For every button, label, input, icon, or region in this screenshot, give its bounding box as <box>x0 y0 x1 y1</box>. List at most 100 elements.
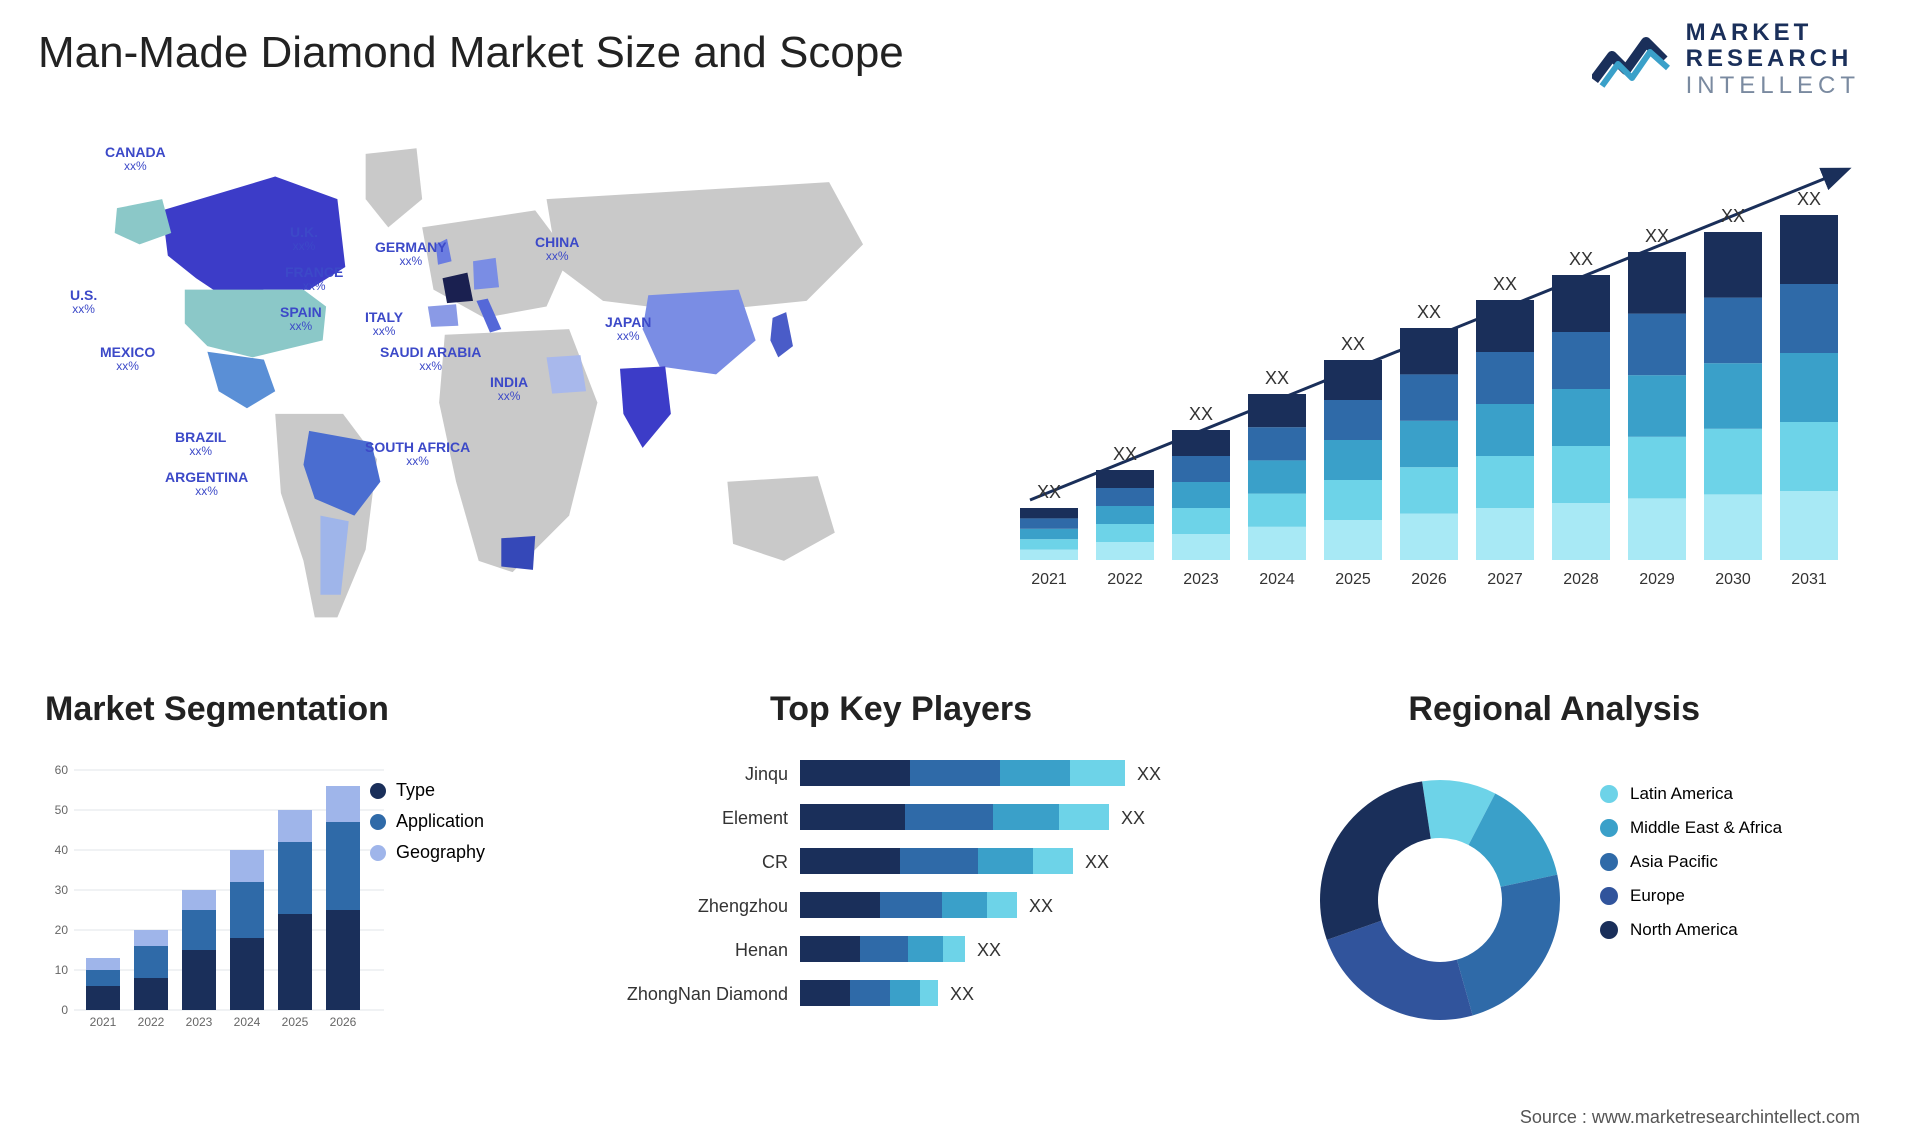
kp-bar-seg <box>942 892 987 918</box>
seg-legend-item: Geography <box>370 842 485 863</box>
seg-bar-seg <box>134 930 168 946</box>
map-label-u.k.: U.K.xx% <box>290 225 318 254</box>
growth-bar-seg <box>1096 506 1154 524</box>
growth-bar-seg <box>1400 328 1458 374</box>
legend-label: Geography <box>396 842 485 863</box>
seg-bar-seg <box>230 938 264 1010</box>
map-label-u.s.: U.S.xx% <box>70 288 97 317</box>
seg-ytick: 0 <box>61 1003 68 1017</box>
seg-year-label: 2022 <box>138 1015 165 1029</box>
seg-ytick: 60 <box>55 763 69 777</box>
key-players-chart-svg: JinquXXElementXXCRXXZhengzhouXXHenanXXZh… <box>600 740 1240 1060</box>
kp-bar-seg <box>905 804 993 830</box>
kp-bar-seg <box>800 980 850 1006</box>
growth-bar-seg <box>1020 518 1078 528</box>
kp-row-name: CR <box>762 852 788 872</box>
kp-bar-seg <box>880 892 942 918</box>
growth-chart: XX2021XX2022XX2023XX2024XX2025XX2026XX20… <box>1000 140 1860 620</box>
growth-bar-label: XX <box>1189 404 1213 424</box>
regional-legend-item: Asia Pacific <box>1600 852 1782 872</box>
kp-row-name: Henan <box>735 940 788 960</box>
world-map: CANADAxx%U.S.xx%MEXICOxx%BRAZILxx%ARGENT… <box>30 120 950 640</box>
legend-swatch <box>1600 887 1618 905</box>
seg-bar-seg <box>326 786 360 822</box>
map-label-saudi-arabia: SAUDI ARABIAxx% <box>380 345 481 374</box>
source-line: Source : www.marketresearchintellect.com <box>1520 1107 1860 1128</box>
growth-bar-seg <box>1096 470 1154 488</box>
seg-bar-seg <box>278 810 312 842</box>
kp-bar-seg <box>800 892 880 918</box>
regional-legend: Latin America Middle East & Africa Asia Pa… <box>1600 770 1782 954</box>
kp-bar-seg <box>1000 760 1070 786</box>
seg-bar-seg <box>278 914 312 1010</box>
seg-ytick: 40 <box>55 843 69 857</box>
growth-bar-seg <box>1248 527 1306 560</box>
kp-bar-seg <box>800 848 900 874</box>
kp-bar-seg <box>993 804 1059 830</box>
seg-bar-seg <box>182 890 216 910</box>
growth-bar-seg <box>1172 456 1230 482</box>
kp-bar-seg <box>860 936 908 962</box>
legend-label: Type <box>396 780 435 801</box>
legend-label: Middle East & Africa <box>1630 818 1782 838</box>
kp-row-name: Jinqu <box>745 764 788 784</box>
legend-label: Asia Pacific <box>1630 852 1718 872</box>
growth-bar-seg <box>1020 508 1078 518</box>
growth-bar-label: XX <box>1037 482 1061 502</box>
regional-legend-item: Latin America <box>1600 784 1782 804</box>
growth-year-label: 2027 <box>1487 571 1523 588</box>
country-spain <box>428 304 459 327</box>
growth-bar-seg <box>1324 440 1382 480</box>
kp-row-value: XX <box>950 984 974 1004</box>
growth-bar-seg <box>1020 539 1078 549</box>
growth-bar-seg <box>1172 430 1230 456</box>
map-label-france: FRANCExx% <box>285 265 343 294</box>
kp-row-value: XX <box>977 940 1001 960</box>
kp-bar-seg <box>978 848 1033 874</box>
growth-bar-seg <box>1172 508 1230 534</box>
segmentation-legend: TypeApplicationGeography <box>370 770 485 873</box>
map-label-mexico: MEXICOxx% <box>100 345 155 374</box>
legend-swatch <box>1600 853 1618 871</box>
kp-bar-seg <box>1059 804 1109 830</box>
growth-bar-seg <box>1476 456 1534 508</box>
key-players-chart: JinquXXElementXXCRXXZhengzhouXXHenanXXZh… <box>600 740 1240 1080</box>
growth-bar-seg <box>1172 534 1230 560</box>
segmentation-chart-svg: 0102030405060202120222023202420252026 <box>40 740 400 1040</box>
regional-title: Regional Analysis <box>1408 690 1700 729</box>
map-label-china: CHINAxx% <box>535 235 579 264</box>
seg-bar-seg <box>182 910 216 950</box>
legend-label: North America <box>1630 920 1738 940</box>
seg-bar-seg <box>182 950 216 1010</box>
kp-row-value: XX <box>1085 852 1109 872</box>
seg-ytick: 30 <box>55 883 69 897</box>
seg-bar-seg <box>278 842 312 914</box>
donut-slice-europe <box>1327 921 1473 1020</box>
growth-year-label: 2025 <box>1335 571 1371 588</box>
country-india <box>620 366 671 447</box>
growth-bar-seg <box>1324 480 1382 520</box>
growth-bar-seg <box>1400 374 1458 420</box>
kp-bar-seg <box>987 892 1017 918</box>
growth-bar-seg <box>1400 421 1458 467</box>
kp-bar-seg <box>920 980 938 1006</box>
map-label-italy: ITALYxx% <box>365 310 403 339</box>
growth-bar-seg <box>1400 467 1458 513</box>
growth-bar-seg <box>1324 520 1382 560</box>
legend-swatch <box>370 845 386 861</box>
growth-chart-svg: XX2021XX2022XX2023XX2024XX2025XX2026XX20… <box>1000 140 1860 620</box>
seg-bar-seg <box>134 978 168 1010</box>
growth-bar-seg <box>1552 446 1610 503</box>
legend-swatch <box>370 814 386 830</box>
kp-row-value: XX <box>1121 808 1145 828</box>
growth-year-label: 2030 <box>1715 571 1751 588</box>
growth-bar-seg <box>1704 494 1762 560</box>
legend-swatch <box>1600 819 1618 837</box>
seg-bar-seg <box>326 822 360 910</box>
growth-bar-seg <box>1248 394 1306 427</box>
growth-bar-seg <box>1628 498 1686 560</box>
growth-bar-seg <box>1780 422 1838 491</box>
kp-bar-seg <box>800 804 905 830</box>
seg-ytick: 50 <box>55 803 69 817</box>
map-label-brazil: BRAZILxx% <box>175 430 226 459</box>
